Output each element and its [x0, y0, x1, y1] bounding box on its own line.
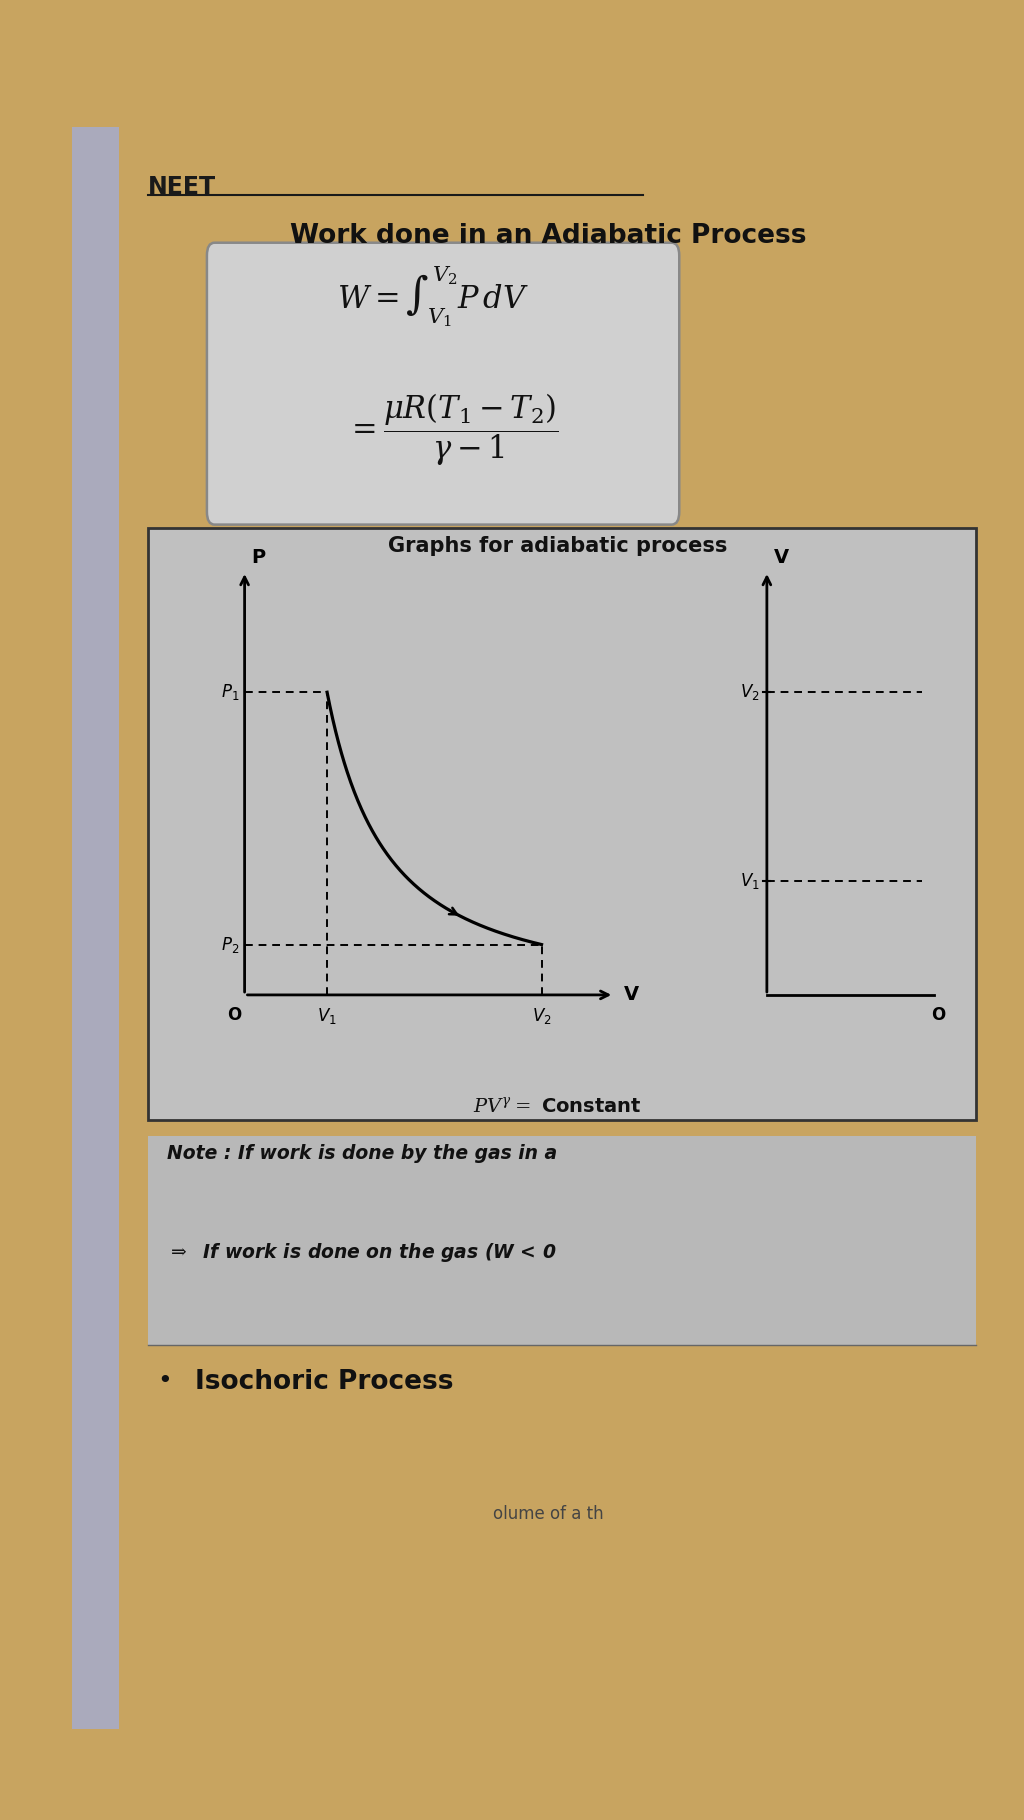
Text: $V_2$: $V_2$	[531, 1006, 551, 1026]
Bar	[147, 1136, 976, 1345]
Text: P: P	[251, 548, 265, 568]
Text: Note : If work is done by the gas in a: Note : If work is done by the gas in a	[167, 1145, 557, 1163]
Text: $V_2$: $V_2$	[740, 682, 760, 703]
Text: olume of a th: olume of a th	[493, 1505, 603, 1523]
Text: •: •	[158, 1369, 172, 1392]
Text: $\Rightarrow$  If work is done on the gas (W < 0: $\Rightarrow$ If work is done on the gas…	[167, 1241, 556, 1263]
FancyBboxPatch shape	[207, 242, 679, 524]
Text: NEET: NEET	[147, 175, 216, 200]
Text: $V_1$: $V_1$	[740, 872, 760, 892]
Text: $P_2$: $P_2$	[221, 934, 240, 954]
Text: Graphs for adiabatic process: Graphs for adiabatic process	[388, 535, 727, 555]
Text: $= \dfrac{\mu R(T_1 - T_2)}{\gamma - 1}$: $= \dfrac{\mu R(T_1 - T_2)}{\gamma - 1}$	[346, 391, 559, 468]
Text: V: V	[624, 985, 639, 1005]
Bar	[147, 528, 976, 1121]
Text: O: O	[931, 1006, 945, 1025]
Text: $W = \int_{V_1}^{V_2} P\,dV$: $W = \int_{V_1}^{V_2} P\,dV$	[338, 264, 529, 329]
Text: $PV^{\gamma} = $ Constant: $PV^{\gamma} = $ Constant	[473, 1096, 642, 1116]
Text: Work done in an Adiabatic Process: Work done in an Adiabatic Process	[290, 224, 806, 249]
Text: $P_1$: $P_1$	[221, 682, 240, 703]
Text: O: O	[227, 1006, 242, 1025]
Text: V: V	[774, 548, 790, 568]
Bar	[72, 127, 119, 1729]
Text: $V_1$: $V_1$	[317, 1006, 337, 1026]
Text: Isochoric Process: Isochoric Process	[196, 1369, 454, 1394]
